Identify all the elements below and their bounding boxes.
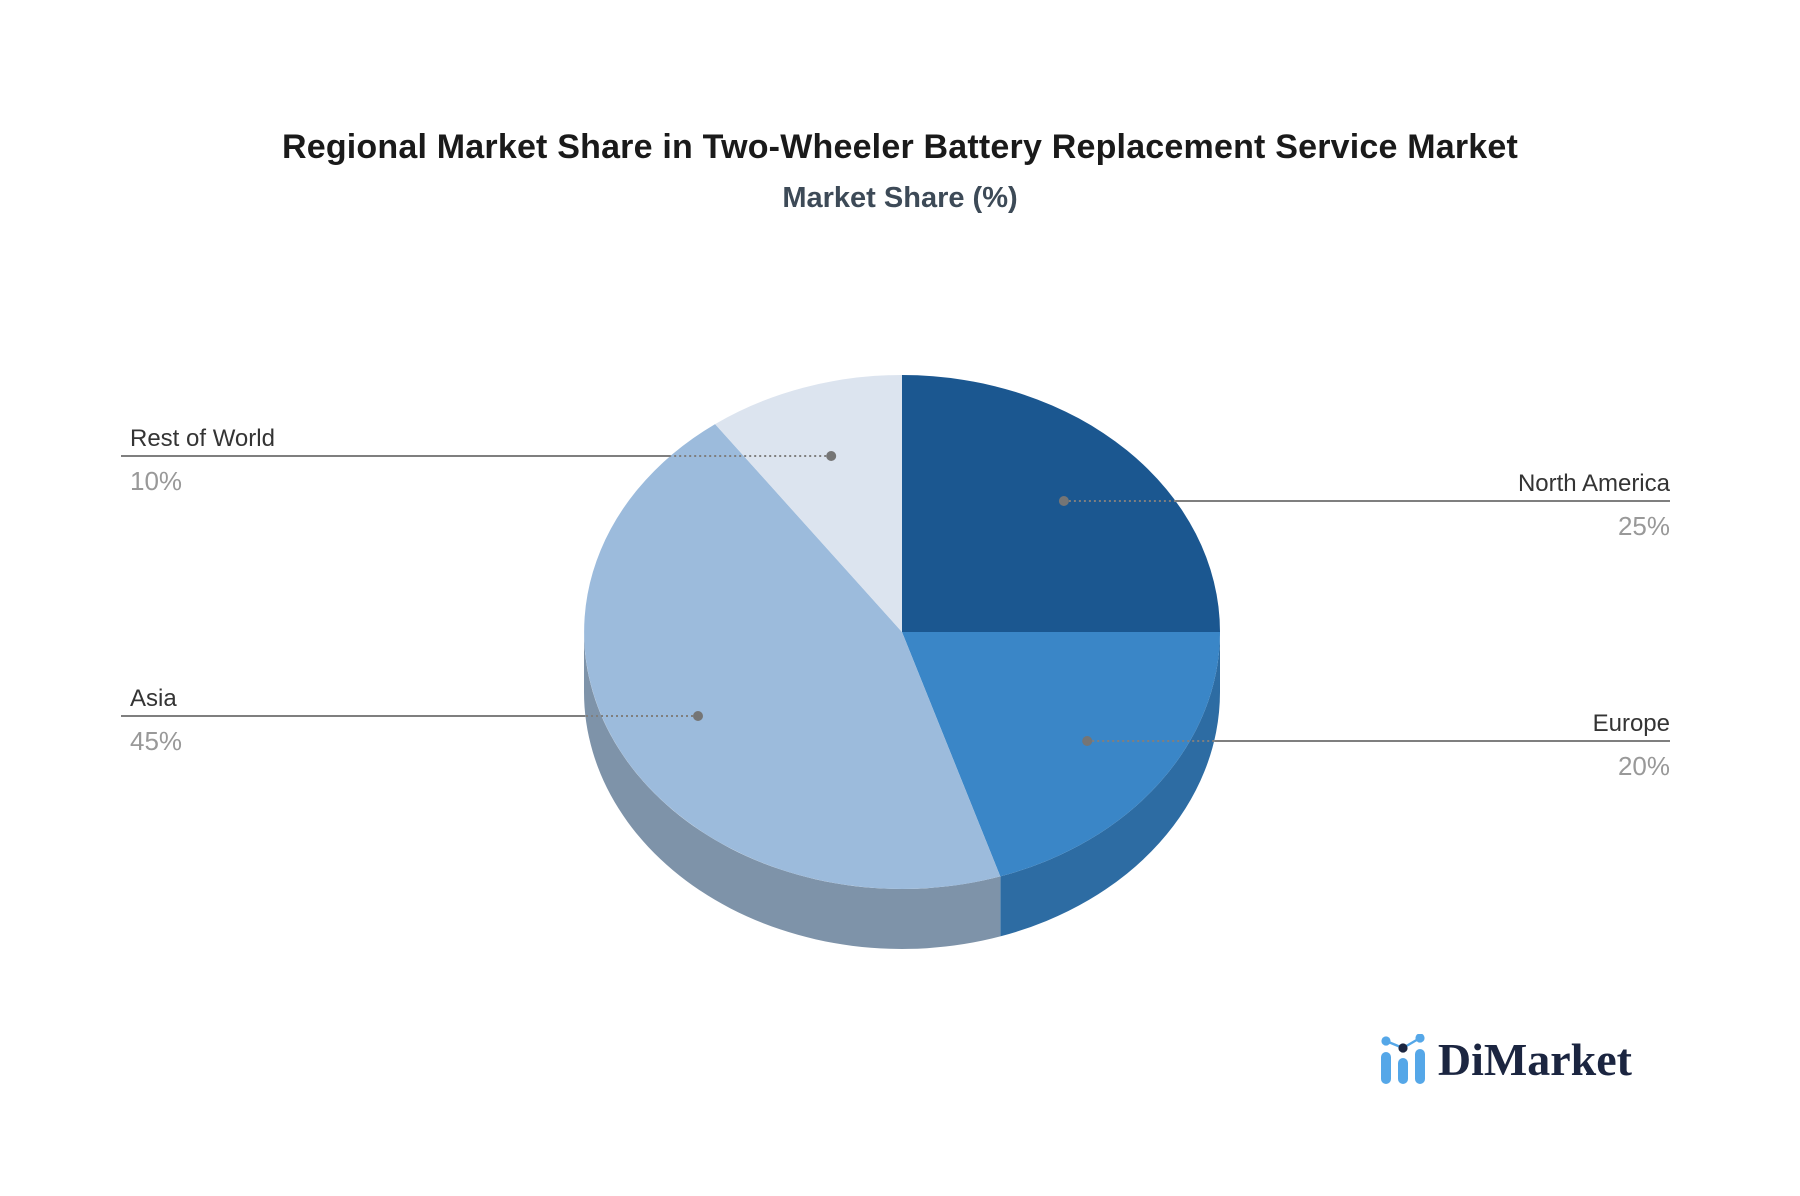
slice-value-rest-of-world: 10%	[130, 466, 182, 496]
connector-dot-asia	[693, 711, 703, 721]
pie-slice-rest-of-world[interactable]	[715, 375, 902, 632]
brand-logo-text: DiMarket	[1437, 1034, 1632, 1085]
brand-logo: DiMarket	[1380, 1028, 1632, 1092]
slice-label-rest-of-world: Rest of World	[130, 425, 275, 452]
slice-value-europe: 20%	[1618, 751, 1670, 781]
connector-dot-rest-of-world	[826, 451, 837, 461]
chart-subtitle: Market Share (%)	[782, 182, 1018, 214]
connector-dot-north-america	[1058, 496, 1069, 506]
slice-label-europe: Europe	[1593, 710, 1670, 737]
slice-label-north-america: North America	[1518, 470, 1671, 497]
connector-dot-europe	[1082, 736, 1093, 746]
slice-value-asia: 45%	[130, 726, 182, 756]
slice-value-north-america: 25%	[1618, 511, 1670, 541]
pie-slice-europe[interactable]	[902, 632, 1220, 877]
bar-line-chart-icon	[1380, 1034, 1425, 1084]
pie-slice-side-asia	[584, 632, 1001, 949]
slice-label-asia: Asia	[130, 685, 177, 712]
pie-slice-asia[interactable]	[584, 424, 1001, 889]
chart-title: Regional Market Share in Two-Wheeler Bat…	[281, 128, 1519, 166]
pie-slice-side-europe	[1000, 632, 1220, 937]
